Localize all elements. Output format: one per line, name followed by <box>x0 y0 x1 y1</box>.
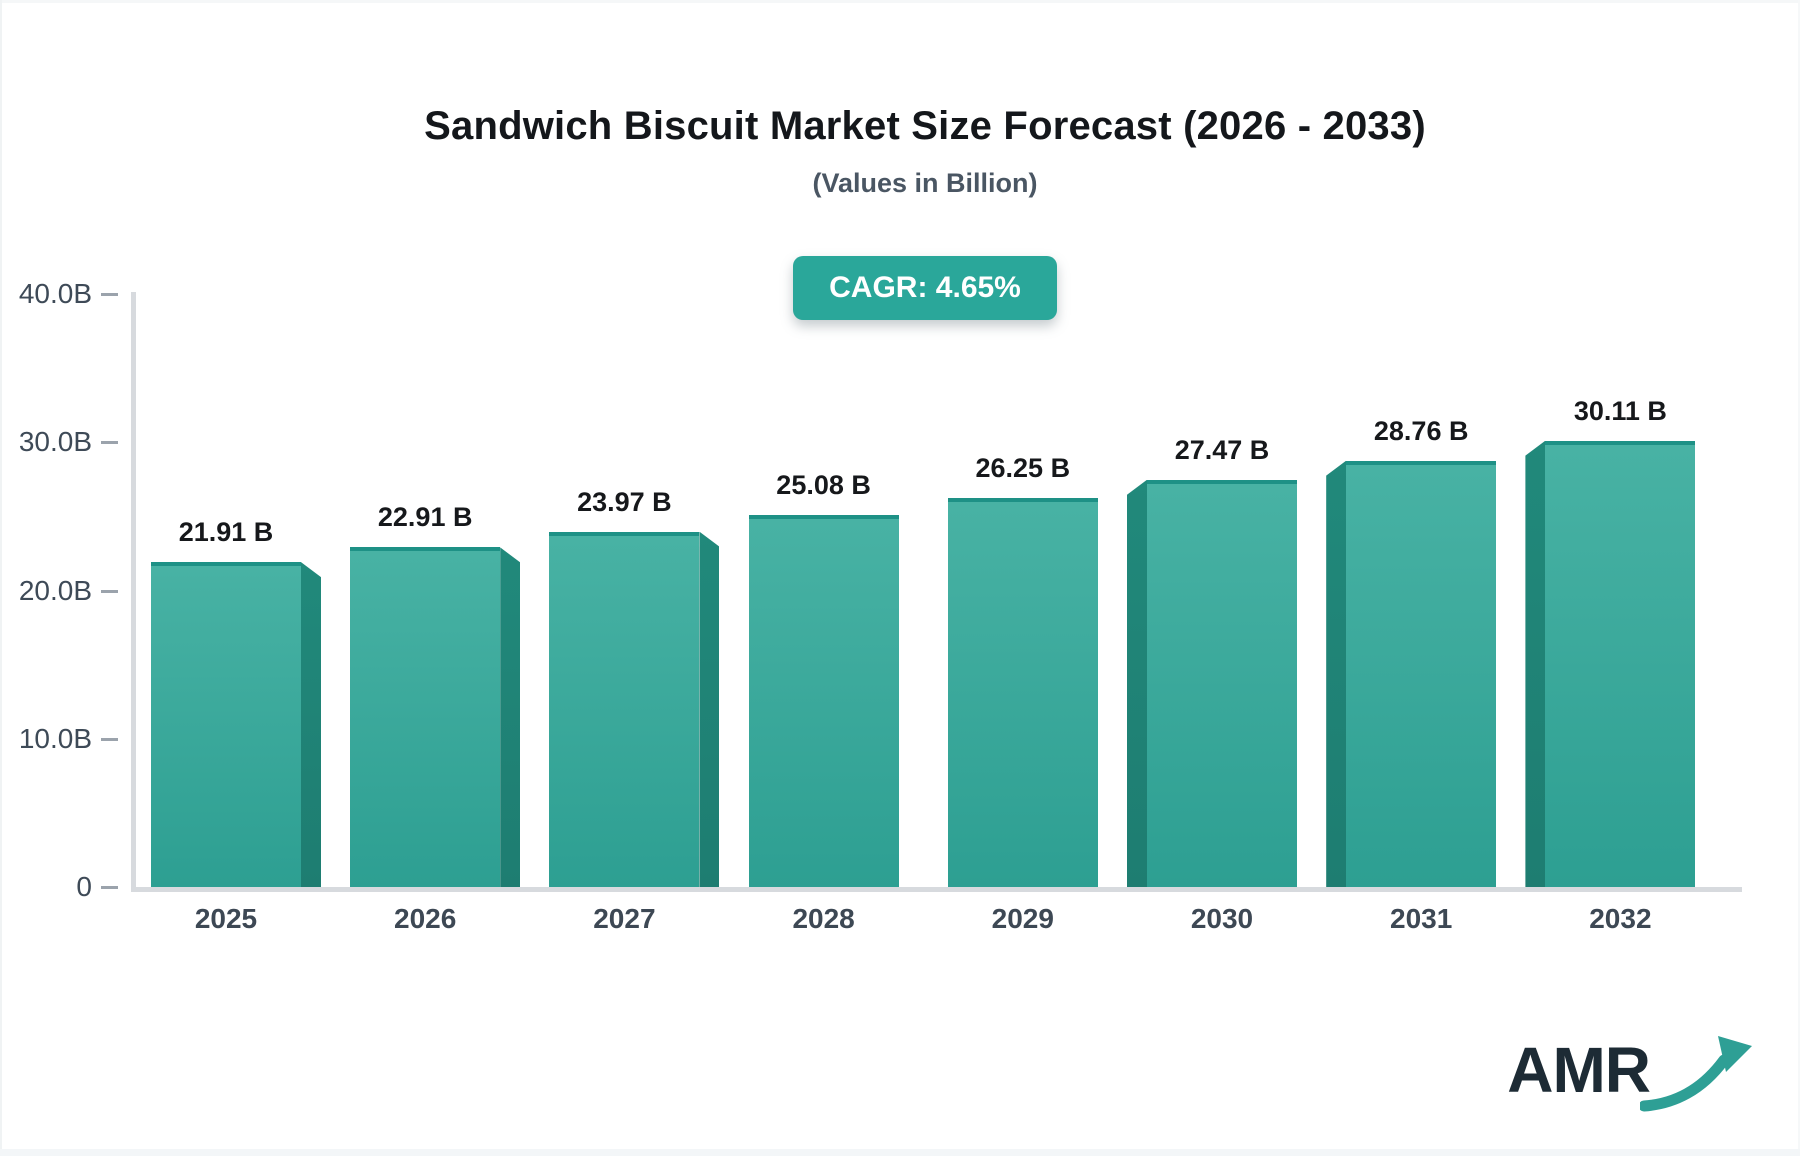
bar-side-3d <box>1326 460 1347 887</box>
bar-side-3d <box>500 547 521 887</box>
x-axis-label: 2026 <box>394 903 457 934</box>
bar-2031[interactable] <box>1346 460 1497 887</box>
bar-2025[interactable] <box>151 562 301 887</box>
x-axis-label: 2032 <box>1589 903 1652 934</box>
y-tick-label: 20.0B <box>18 574 92 606</box>
chart-subtitle: (Values in Billion) <box>812 168 1038 198</box>
card-border-bottom <box>0 1149 1800 1156</box>
bar-side-3d <box>1127 479 1147 887</box>
y-tick-mark <box>101 293 118 296</box>
bar-side-3d <box>301 562 321 887</box>
bar-value-label: 23.97 B <box>577 486 672 517</box>
card-border-left <box>0 0 2 1156</box>
bar-value-label: 26.25 B <box>975 452 1071 483</box>
y-tick-label: 10.0B <box>18 722 92 754</box>
bar-value-label: 25.08 B <box>776 470 871 501</box>
bar-2030[interactable] <box>1147 479 1297 887</box>
x-axis-label: 2025 <box>194 903 258 934</box>
bar-value-label: 27.47 B <box>1174 434 1270 465</box>
y-tick-label: 0 <box>76 871 92 902</box>
bar-value-label: 22.91 B <box>377 502 473 533</box>
x-axis-label: 2028 <box>792 903 855 934</box>
amr-logo-text: AMR <box>1507 1034 1651 1106</box>
y-tick-label: 30.0B <box>18 426 92 458</box>
x-axis-label: 2031 <box>1390 903 1453 934</box>
y-tick-mark <box>101 886 118 889</box>
y-tick-label: 40.0B <box>18 278 92 309</box>
y-tick-mark <box>101 441 118 445</box>
card-border-top <box>0 0 1800 3</box>
amr-logo: AMR <box>1507 1028 1758 1112</box>
x-axis-label: 2029 <box>991 903 1054 934</box>
bar-value-label: 21.91 B <box>178 517 274 548</box>
y-tick-mark <box>101 589 118 593</box>
bar-value-label: 28.76 B <box>1373 415 1469 446</box>
chart-title: Sandwich Biscuit Market Size Forecast (2… <box>424 104 1426 148</box>
bar-side-3d <box>699 531 720 887</box>
y-axis-line <box>131 292 136 892</box>
bar-2029[interactable] <box>947 497 1098 887</box>
bar-2032[interactable] <box>1545 440 1696 887</box>
y-tick-mark <box>101 737 118 741</box>
bar-value-label: 30.11 B <box>1573 395 1667 426</box>
cagr-badge-wrap: CAGR: 4.65% <box>50 256 1800 320</box>
bar-2027[interactable] <box>549 531 700 887</box>
trend-up-arrow-icon <box>1640 1036 1752 1112</box>
cagr-badge: CAGR: 4.65% <box>793 256 1057 320</box>
x-axis-label: 2027 <box>593 903 656 934</box>
bar-2026[interactable] <box>350 547 501 887</box>
x-axis-baseline <box>131 887 1742 892</box>
x-axis-label: 2030 <box>1190 903 1254 934</box>
bar-side-3d <box>1525 440 1546 887</box>
card-border-right <box>1798 0 1800 1156</box>
bar-2028[interactable] <box>748 515 899 887</box>
